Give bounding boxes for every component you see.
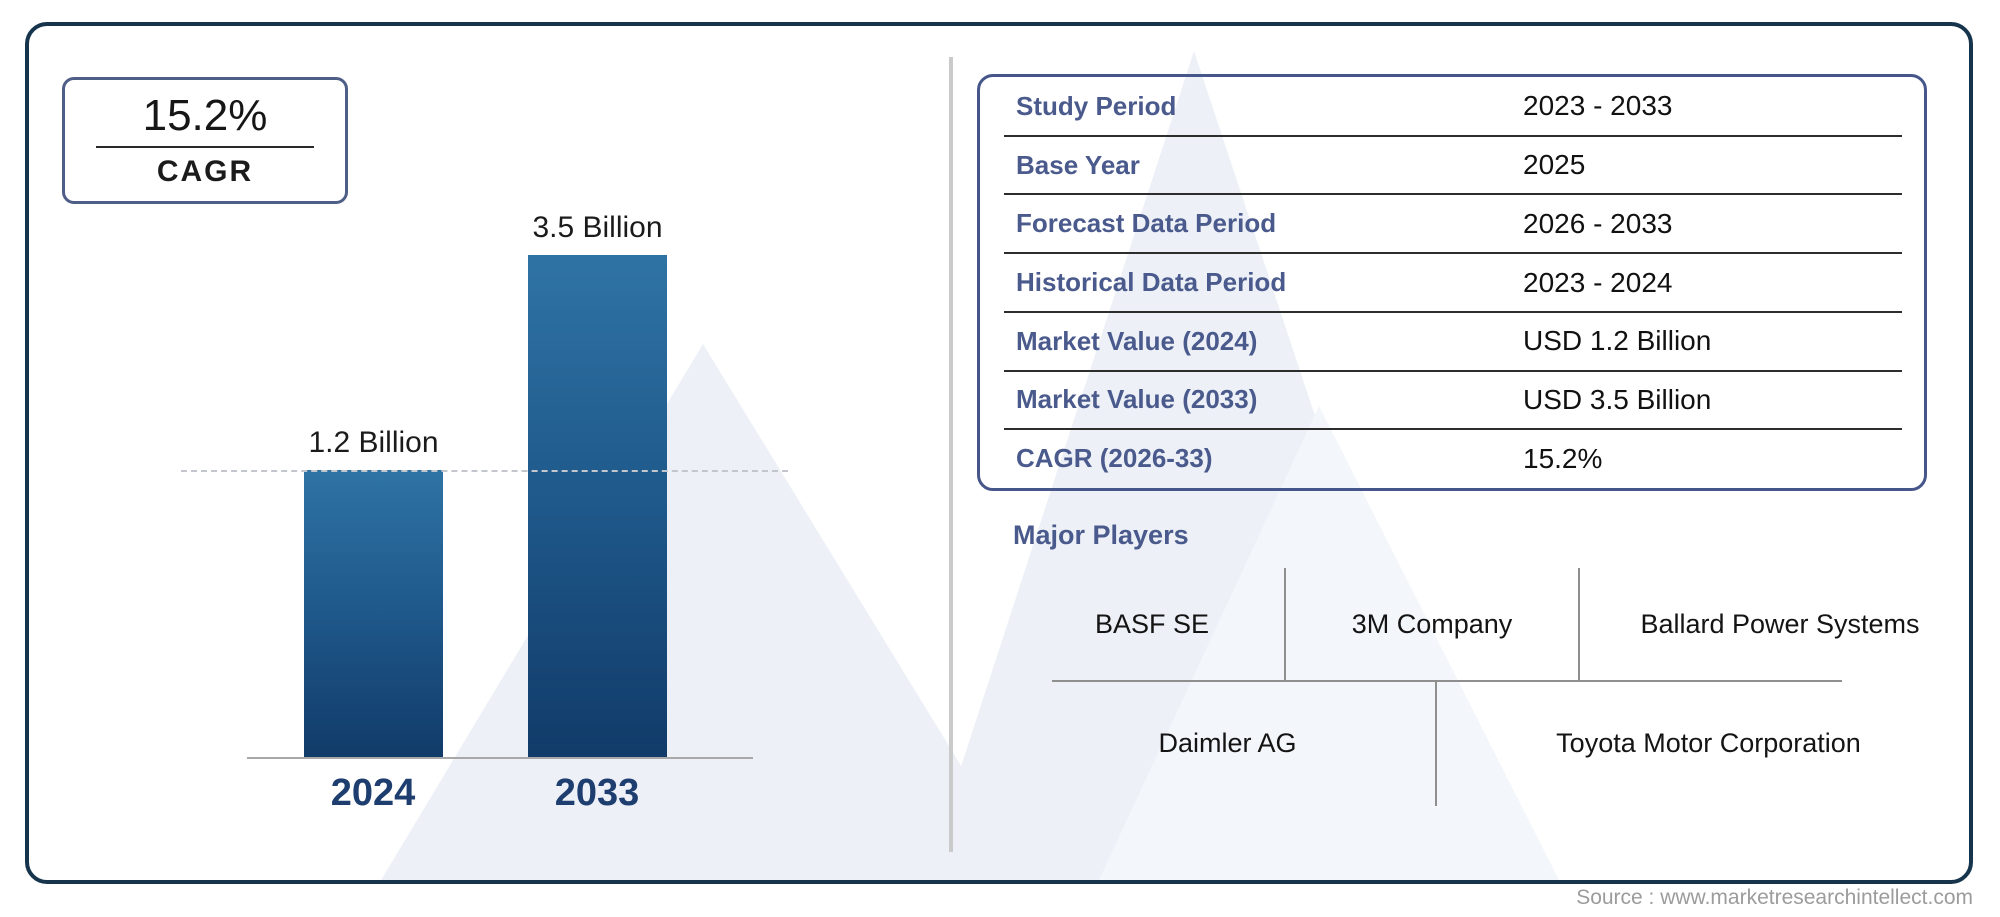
bar-chart: 1.2 Billion 3.5 Billion: [181, 211, 788, 759]
table-row: Base Year 2025: [980, 136, 1924, 196]
cagr-label: CAGR: [156, 155, 254, 189]
table-row: CAGR (2026-33) 15.2%: [980, 429, 1924, 488]
row-label: CAGR (2026-33): [1016, 443, 1213, 474]
player-cell: Daimler AG: [1158, 727, 1297, 758]
table-row: Market Value (2033) USD 3.5 Billion: [980, 371, 1924, 431]
bar-2024: 1.2 Billion: [304, 426, 443, 757]
row-label: Market Value (2024): [1016, 325, 1258, 356]
row-value: 2025: [1523, 149, 1586, 181]
players-horizontal-divider: [1052, 680, 1842, 682]
panel-divider: [949, 57, 953, 852]
table-row: Historical Data Period 2023 - 2024: [980, 253, 1924, 313]
row-value: USD 3.5 Billion: [1523, 383, 1712, 415]
cagr-value: 15.2%: [142, 90, 268, 140]
row-label: Historical Data Period: [1016, 267, 1287, 298]
row-value: 2023 - 2024: [1523, 266, 1673, 298]
table-row: Study Period 2023 - 2033: [980, 77, 1924, 137]
bar-value-label-2024: 1.2 Billion: [308, 426, 439, 459]
row-value: 2026 - 2033: [1523, 207, 1673, 239]
row-value: 2023 - 2033: [1523, 90, 1673, 122]
table-row: Forecast Data Period 2026 - 2033: [980, 194, 1924, 254]
source-text: Source : www.marketresearchintellect.com: [1576, 886, 1973, 909]
player-cell: 3M Company: [1284, 568, 1580, 680]
player-cell: Toyota Motor Corporation: [1435, 680, 1980, 806]
bar-2033: 3.5 Billion: [528, 211, 667, 757]
row-label: Market Value (2033): [1016, 384, 1258, 415]
bar-value-label-2033: 3.5 Billion: [532, 211, 663, 244]
table-row: Market Value (2024) USD 1.2 Billion: [980, 312, 1924, 372]
cagr-divider-line: [96, 146, 314, 149]
row-label: Study Period: [1016, 90, 1177, 121]
x-axis-label-2033: 2033: [554, 772, 640, 814]
dashed-guide-line: [181, 470, 788, 472]
cagr-box: 15.2% CAGR: [62, 77, 348, 204]
players-grid-bottom-row: Daimler AG Toyota Motor Corporation: [1020, 680, 1980, 806]
row-value: 15.2%: [1523, 442, 1603, 474]
row-label: Forecast Data Period: [1016, 208, 1277, 239]
row-label: Base Year: [1016, 149, 1140, 180]
market-info-table: Study Period 2023 - 2033 Base Year 2025 …: [977, 74, 1927, 491]
x-axis-line: [247, 757, 753, 759]
player-cell: Ballard Power Systems: [1640, 608, 1920, 639]
major-players-heading: Major Players: [1013, 520, 1189, 550]
player-cell: BASF SE: [1094, 608, 1210, 639]
row-value: USD 1.2 Billion: [1523, 325, 1712, 357]
x-axis-label-2024: 2024: [330, 772, 416, 814]
players-grid-top-row: BASF SE 3M Company Ballard Power Systems: [1020, 568, 1980, 680]
